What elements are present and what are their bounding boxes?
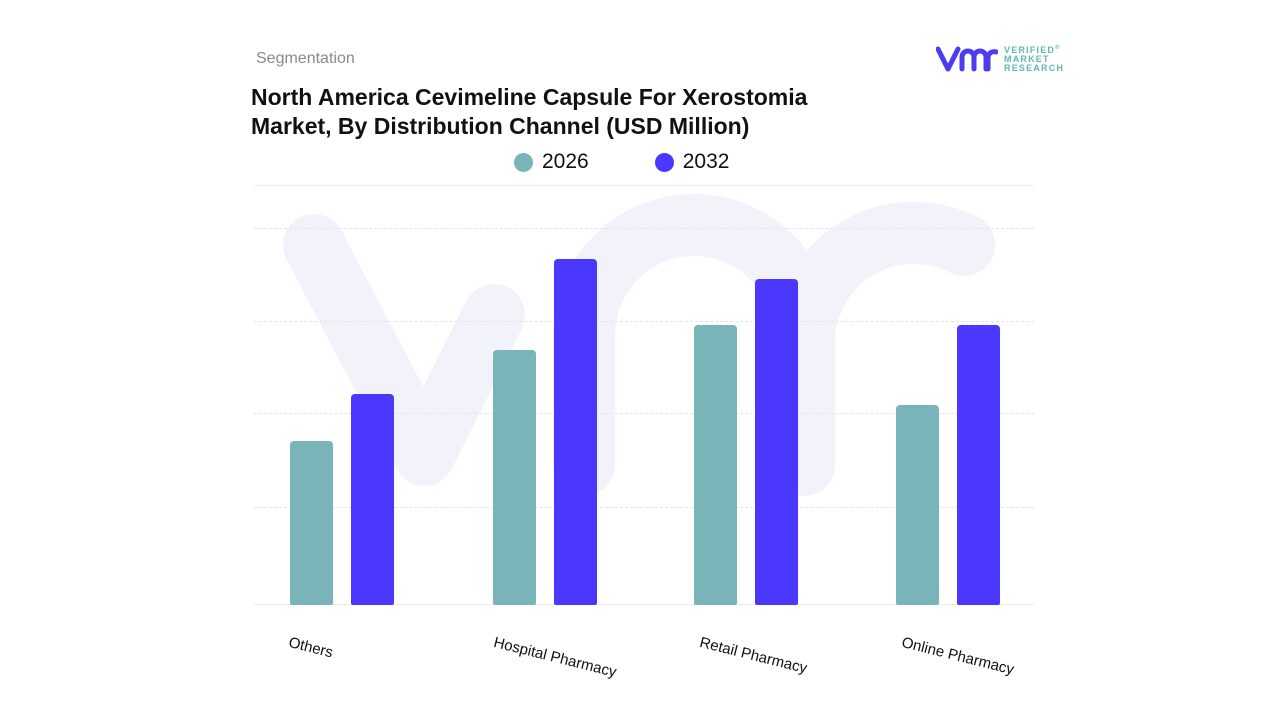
logo-line-1: VERIFIED — [1004, 45, 1056, 55]
bar-retail-pharmacy-2026[interactable] — [694, 325, 737, 605]
legend-label-2026: 2026 — [542, 150, 589, 173]
gridline — [254, 321, 1034, 322]
brand-logo: VERIFIED® MARKET RESEARCH — [936, 44, 1064, 73]
plot-area — [254, 185, 1034, 605]
bar-others-2032[interactable] — [351, 394, 394, 605]
x-axis-label: Others — [286, 634, 335, 662]
gridline — [254, 185, 1034, 186]
bar-online-pharmacy-2026[interactable] — [896, 405, 939, 605]
logo-line-3: RESEARCH — [1004, 63, 1065, 73]
bar-hospital-pharmacy-2032[interactable] — [554, 259, 597, 605]
vmr-logo-icon — [936, 46, 998, 71]
legend-label-2032: 2032 — [682, 150, 730, 173]
legend-swatch-2032-icon — [654, 152, 674, 172]
legend-swatch-2026-icon — [514, 152, 533, 172]
bar-online-pharmacy-2032[interactable] — [957, 325, 1000, 605]
chart-legend: 2026 2032 — [514, 150, 729, 174]
bar-hospital-pharmacy-2026[interactable] — [493, 350, 536, 605]
section-label: Segmentation — [256, 50, 355, 67]
registered-mark: ® — [1055, 45, 1061, 51]
legend-item-2032[interactable]: 2032 — [654, 150, 730, 174]
x-axis-label: Hospital Pharmacy — [491, 634, 619, 681]
legend-item-2026[interactable]: 2026 — [514, 150, 589, 174]
gridline — [254, 413, 1034, 414]
chart-title: North America Cevimeline Capsule For Xer… — [251, 84, 808, 139]
logo-line-2: MARKET — [1004, 54, 1050, 64]
x-axis-baseline — [254, 604, 1034, 605]
gridline — [254, 228, 1034, 229]
x-axis-label: Retail Pharmacy — [697, 634, 809, 678]
gridline — [254, 507, 1034, 508]
bar-retail-pharmacy-2032[interactable] — [755, 279, 798, 605]
bar-others-2026[interactable] — [290, 441, 333, 605]
x-axis-label: Online Pharmacy — [899, 634, 1016, 679]
